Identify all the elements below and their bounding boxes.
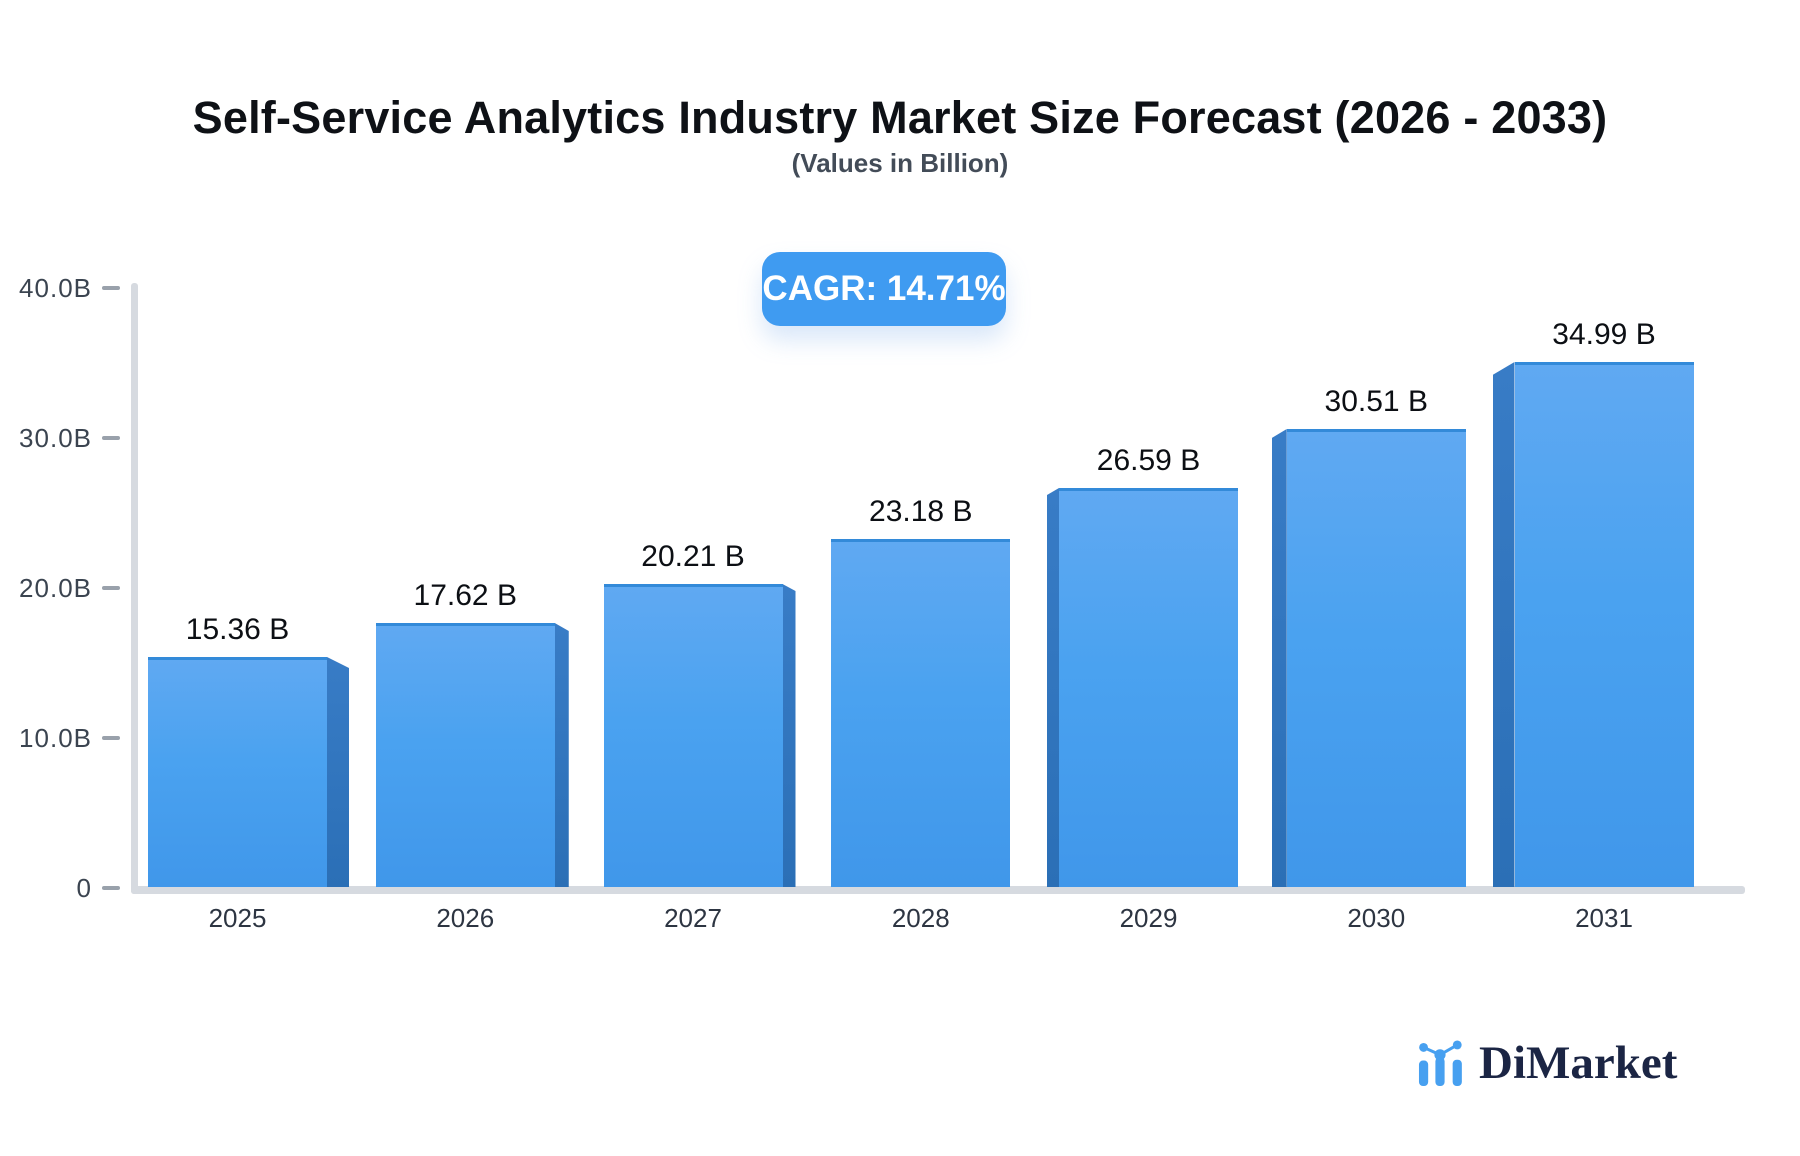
y-axis-tick	[102, 886, 120, 890]
bar-top-edge	[148, 657, 327, 660]
x-axis-label: 2026	[436, 903, 495, 933]
bar-value-label: 15.36 B	[185, 613, 290, 646]
bar-3d-side	[327, 657, 349, 887]
page-title: Self-Service Analytics Industry Market S…	[192, 92, 1608, 143]
bar-3d-side	[554, 623, 569, 887]
bar-2030	[1286, 429, 1466, 887]
bar-value-label: 23.18 B	[869, 495, 973, 528]
bar-top-edge	[375, 623, 555, 626]
bar-3d-side	[782, 584, 796, 887]
bar-2029	[1059, 488, 1238, 887]
mini-bar-chart-icon	[1418, 1040, 1462, 1086]
y-axis-line	[131, 283, 138, 894]
bar-2027	[603, 584, 783, 887]
x-axis-label: 2028	[891, 903, 950, 933]
bar-top-edge	[1286, 429, 1466, 432]
bar-value-label: 34.99 B	[1552, 318, 1656, 351]
y-axis-label: 10.0B	[19, 723, 92, 753]
bar-value-label: 20.21 B	[641, 540, 745, 573]
x-axis-label: 2027	[664, 903, 722, 933]
y-axis-tick	[102, 586, 120, 590]
bar-3d-side	[1047, 488, 1059, 887]
bar-top-edge	[1514, 362, 1694, 365]
bar-top-edge	[603, 584, 783, 587]
bar-2026	[375, 623, 555, 887]
y-axis-label: 20.0B	[19, 573, 92, 603]
bar-3d-side	[1492, 362, 1515, 887]
bar-2031	[1514, 362, 1694, 887]
x-axis-baseline	[131, 886, 1745, 894]
dimarket-logo: DiMarket	[1415, 1036, 1677, 1090]
bar-value-label: 17.62 B	[413, 579, 517, 612]
x-axis-label: 2025	[208, 903, 267, 933]
y-axis-tick	[102, 736, 120, 740]
x-axis-label: 2031	[1575, 903, 1633, 933]
bar-2028	[831, 539, 1011, 887]
y-axis-tick	[102, 436, 120, 440]
bar-2025	[148, 657, 327, 887]
y-axis-tick	[102, 286, 120, 290]
bar-top-edge	[1059, 488, 1238, 491]
bar-top-edge	[831, 539, 1011, 542]
bar-value-label: 30.51 B	[1324, 385, 1428, 418]
y-axis-label: 40.0B	[19, 273, 92, 303]
logo-text: DiMarket	[1479, 1037, 1678, 1089]
chart-subtitle: (Values in Billion)	[791, 148, 1009, 178]
bar-value-label: 26.59 B	[1096, 444, 1201, 477]
y-axis-label: 0	[76, 873, 92, 903]
cagr-badge: CAGR: 14.71%	[762, 252, 1006, 326]
bar-3d-side	[1271, 429, 1287, 887]
x-axis-label: 2030	[1347, 903, 1406, 933]
y-axis-label: 30.0B	[19, 423, 92, 453]
x-axis-label: 2029	[1119, 903, 1178, 933]
cagr-badge-label: CAGR: 14.71%	[762, 269, 1006, 308]
